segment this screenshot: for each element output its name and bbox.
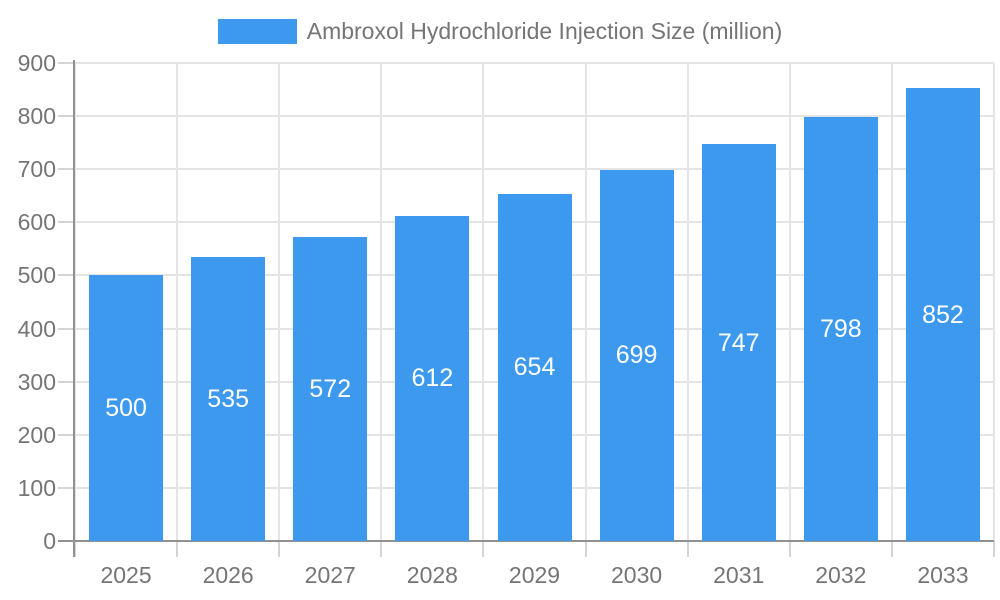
bar-2027[interactable]: 572 bbox=[293, 237, 368, 541]
x-axis-label: 2030 bbox=[611, 562, 663, 588]
x-axis-label: 2028 bbox=[406, 562, 458, 588]
x-gridline bbox=[74, 63, 76, 541]
x-gridline bbox=[686, 63, 689, 541]
y-axis-tick bbox=[58, 380, 75, 383]
bar-2029[interactable]: 654 bbox=[497, 193, 572, 541]
bar-2025[interactable]: 500 bbox=[89, 275, 164, 541]
x-axis-tick bbox=[890, 541, 893, 557]
bar-2033[interactable]: 852 bbox=[905, 88, 980, 541]
y-axis-label: 400 bbox=[17, 315, 56, 342]
y-axis-label: 300 bbox=[17, 368, 56, 395]
x-axis-label: 2033 bbox=[917, 562, 969, 588]
x-axis-label: 2032 bbox=[815, 562, 867, 588]
legend-label: Ambroxol Hydrochloride Injection Size (m… bbox=[306, 17, 783, 44]
y-axis-tick bbox=[58, 168, 75, 171]
y-gridline bbox=[75, 115, 994, 118]
y-axis-tick bbox=[58, 486, 75, 489]
bar-2028[interactable]: 612 bbox=[395, 215, 470, 541]
x-axis-label: 2025 bbox=[100, 562, 152, 588]
x-gridline bbox=[482, 63, 485, 541]
bar-value-label: 852 bbox=[922, 300, 964, 329]
bar-value-label: 747 bbox=[717, 328, 760, 357]
y-axis-label: 200 bbox=[17, 421, 56, 448]
x-axis-tick bbox=[686, 541, 689, 557]
x-axis-tick bbox=[176, 541, 179, 557]
y-axis-label: 900 bbox=[17, 50, 56, 76]
bar-2026[interactable]: 535 bbox=[191, 256, 266, 541]
x-axis-line bbox=[58, 540, 994, 542]
y-axis-label: 600 bbox=[17, 209, 56, 236]
legend[interactable]: Ambroxol Hydrochloride Injection Size (m… bbox=[0, 14, 1000, 48]
x-axis-tick bbox=[278, 541, 281, 557]
bar-value-label: 535 bbox=[207, 384, 250, 413]
y-axis-tick bbox=[58, 433, 75, 436]
legend-swatch bbox=[217, 18, 297, 44]
bar-value-label: 654 bbox=[513, 353, 556, 382]
bar-2032[interactable]: 798 bbox=[803, 117, 878, 541]
x-gridline bbox=[993, 63, 995, 541]
y-axis-label: 500 bbox=[17, 262, 56, 289]
x-gridline bbox=[584, 63, 587, 541]
y-axis-tick bbox=[58, 221, 75, 224]
y-axis-tick bbox=[58, 115, 75, 118]
x-gridline bbox=[890, 63, 893, 541]
x-axis-tick bbox=[74, 541, 76, 557]
x-axis-label: 2027 bbox=[304, 562, 356, 588]
bar-2030[interactable]: 699 bbox=[599, 169, 674, 541]
y-axis-tick bbox=[58, 62, 75, 64]
bar-value-label: 500 bbox=[105, 394, 147, 423]
bar-value-label: 699 bbox=[615, 341, 658, 370]
y-axis-label: 800 bbox=[17, 103, 56, 130]
bar-value-label: 612 bbox=[411, 364, 454, 393]
bar-2031[interactable]: 747 bbox=[701, 144, 776, 541]
x-axis-tick bbox=[380, 541, 383, 557]
bar-value-label: 798 bbox=[819, 315, 862, 344]
x-axis-tick bbox=[482, 541, 485, 557]
x-axis-tick bbox=[993, 541, 995, 557]
y-axis-label: 0 bbox=[43, 528, 56, 554]
x-gridline bbox=[176, 63, 179, 541]
x-gridline bbox=[278, 63, 281, 541]
x-axis-label: 2026 bbox=[202, 562, 254, 588]
y-gridline bbox=[75, 168, 994, 171]
y-axis-line bbox=[73, 60, 75, 557]
x-gridline bbox=[788, 63, 791, 541]
x-gridline bbox=[380, 63, 383, 541]
y-gridline bbox=[75, 62, 994, 64]
y-axis-tick bbox=[58, 274, 75, 277]
x-axis-label: 2031 bbox=[713, 562, 765, 588]
bar-value-label: 572 bbox=[309, 375, 352, 404]
x-axis-tick bbox=[584, 541, 587, 557]
x-axis-label: 2029 bbox=[508, 562, 561, 588]
x-axis-tick bbox=[788, 541, 791, 557]
y-axis-label: 100 bbox=[17, 474, 56, 501]
y-axis-tick bbox=[58, 327, 75, 330]
y-axis-label: 700 bbox=[17, 156, 56, 183]
